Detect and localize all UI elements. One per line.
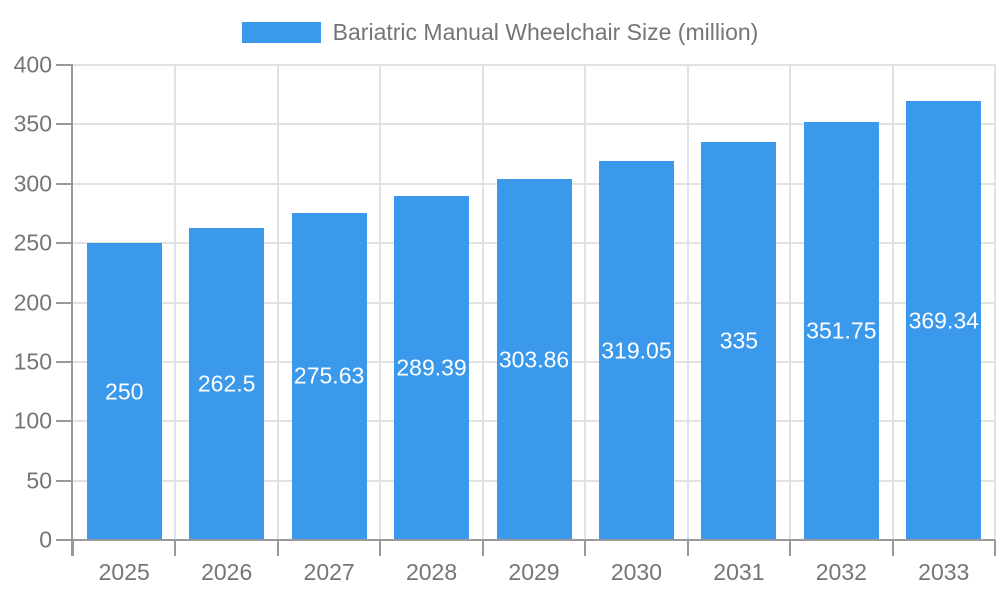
legend[interactable]: Bariatric Manual Wheelchair Size (millio… <box>0 19 1000 46</box>
x-axis-label: 2032 <box>815 559 867 585</box>
grid-line-horizontal <box>73 64 995 66</box>
y-axis-line <box>71 64 73 556</box>
grid-line-vertical <box>789 64 792 540</box>
bar[interactable]: 351.75 <box>803 122 879 540</box>
x-axis-label: 2025 <box>98 559 150 585</box>
bar[interactable]: 275.63 <box>291 212 367 540</box>
x-axis-tick <box>174 540 177 556</box>
x-axis-tick <box>994 540 996 556</box>
x-axis-tick <box>891 540 894 556</box>
y-axis-label: 400 <box>13 51 52 78</box>
x-axis-label: 2031 <box>713 559 765 585</box>
grid-line-vertical <box>686 64 689 540</box>
y-axis-label: 150 <box>13 348 52 375</box>
bar[interactable]: 289.39 <box>394 196 470 540</box>
grid-line-vertical <box>584 64 587 540</box>
grid-line-vertical <box>379 64 382 540</box>
plot-area: 0 50 100 150 200 250 300 350 400 250 262.5 275.63 28… <box>14 52 996 585</box>
grid-line-vertical <box>276 64 279 540</box>
y-axis-label: 200 <box>13 289 52 315</box>
grid-line-vertical <box>994 64 996 540</box>
x-axis-label: 2027 <box>303 559 355 585</box>
x-axis-label: 2026 <box>201 559 253 585</box>
bar-value-label: 262.5 <box>197 370 256 397</box>
bar-value-label: 303.86 <box>498 346 570 373</box>
bar[interactable]: 262.5 <box>189 228 265 540</box>
legend-swatch <box>241 22 321 43</box>
x-axis-tick <box>72 540 74 556</box>
x-axis-tick <box>686 540 689 556</box>
y-axis-label: 100 <box>13 407 52 434</box>
bar-value-label: 351.75 <box>806 317 877 344</box>
bar[interactable]: 335 <box>701 142 777 540</box>
grid-line-vertical <box>174 64 177 540</box>
x-axis-label: 2030 <box>610 559 663 585</box>
x-axis-label: 2029 <box>508 559 560 585</box>
y-axis-tick <box>56 242 73 245</box>
y-axis-tick <box>56 479 73 482</box>
bar-value-label: 369.34 <box>908 307 979 334</box>
x-axis-tick <box>789 540 792 556</box>
bar-value-label: 289.39 <box>396 354 467 381</box>
y-axis-label: 250 <box>13 229 52 256</box>
grid-line-vertical <box>481 64 484 540</box>
y-axis-tick <box>56 64 73 66</box>
bar[interactable]: 303.86 <box>496 179 572 540</box>
y-axis-label: 0 <box>39 526 52 553</box>
y-axis-tick <box>56 539 73 541</box>
x-axis-tick <box>379 540 382 556</box>
bar-value-label: 335 <box>719 327 759 354</box>
x-axis-tick <box>276 540 279 556</box>
y-axis-tick <box>56 420 73 423</box>
x-axis-tick <box>481 540 484 556</box>
grid-line-vertical <box>891 64 894 540</box>
y-axis-tick <box>56 360 73 363</box>
grid-line-horizontal <box>73 123 995 126</box>
y-axis-label: 50 <box>26 467 52 494</box>
y-axis-tick <box>56 123 73 126</box>
x-axis-line <box>56 539 995 541</box>
y-axis-label: 300 <box>13 170 52 197</box>
bar[interactable]: 319.05 <box>598 161 674 540</box>
y-axis-label: 350 <box>13 110 52 137</box>
bar-value-label: 319.05 <box>601 337 672 364</box>
bar-value-label: 275.63 <box>293 362 365 389</box>
bar-value-label: 250 <box>105 378 144 405</box>
x-axis-tick <box>584 540 587 556</box>
y-axis-tick <box>56 301 73 304</box>
x-axis-label: 2028 <box>405 559 458 585</box>
x-axis-label: 2033 <box>918 559 970 585</box>
y-axis-tick <box>56 182 73 185</box>
bar[interactable]: 250 <box>86 243 162 540</box>
legend-label: Bariatric Manual Wheelchair Size (millio… <box>332 19 759 45</box>
bar[interactable]: 369.34 <box>906 101 982 540</box>
